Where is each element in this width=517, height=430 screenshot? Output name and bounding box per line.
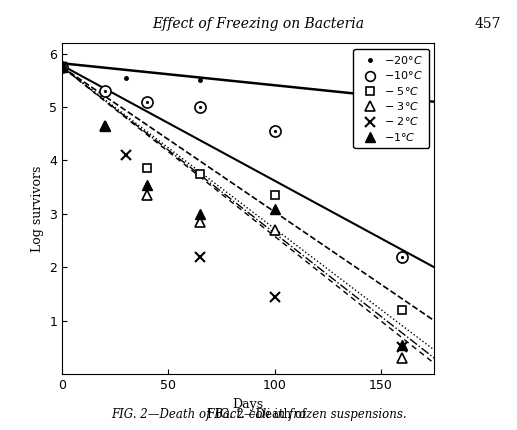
X-axis label: Days: Days xyxy=(233,397,264,411)
Text: 457: 457 xyxy=(475,17,501,31)
Legend: $-20°C$, $-10°C$, $-\ 5°C$, $-\ 3°C$, $-\ 2°C$, $-1°C$: $-20°C$, $-10°C$, $-\ 5°C$, $-\ 3°C$, $-… xyxy=(353,49,429,148)
Text: FIG. 2—Death of Bact. coli in frozen suspensions.: FIG. 2—Death of Bact. coli in frozen sus… xyxy=(111,408,406,421)
Y-axis label: Log survivors: Log survivors xyxy=(31,166,43,252)
Text: FIG. 2—Death of: FIG. 2—Death of xyxy=(207,408,310,421)
Text: Effect of Freezing on Bacteria: Effect of Freezing on Bacteria xyxy=(153,17,364,31)
